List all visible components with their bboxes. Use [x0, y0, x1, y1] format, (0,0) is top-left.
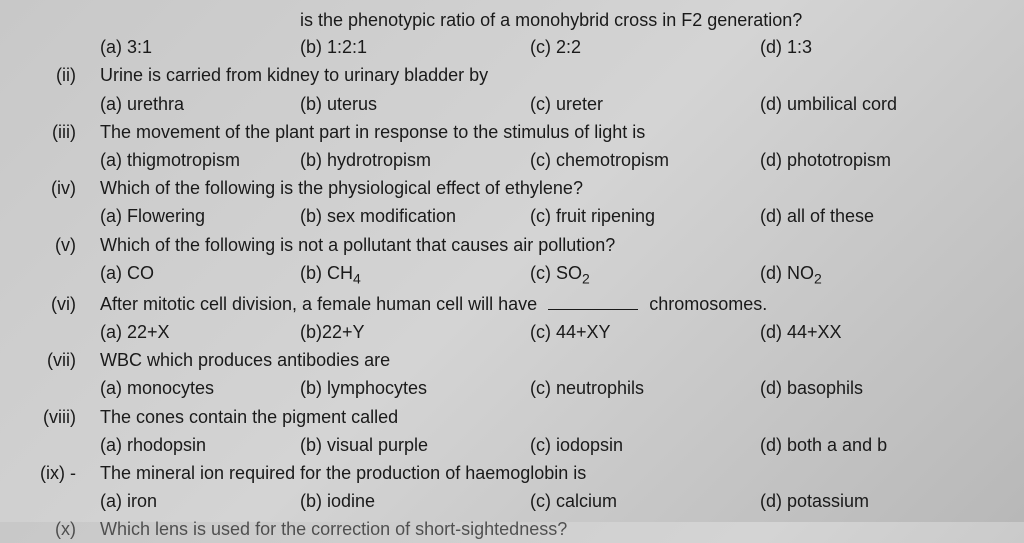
- options-row: (a) rhodopsin (b) visual purple (c) iodo…: [20, 433, 1004, 458]
- question-row: (ix) - The mineral ion required for the …: [20, 461, 1004, 486]
- question-row: (ii) Urine is carried from kidney to uri…: [20, 63, 1004, 88]
- question-row: (vii) WBC which produces antibodies are: [20, 348, 1004, 373]
- question-number: (viii): [20, 405, 100, 430]
- option-d: (d) both a and b: [760, 433, 1004, 458]
- options-row: (a) urethra (b) uterus (c) ureter (d) um…: [20, 92, 1004, 117]
- question-number: (iv): [20, 176, 100, 201]
- option-c: (c) SO2: [530, 261, 760, 289]
- question-number: (vi): [20, 292, 100, 317]
- option-d: (d) 1:3: [760, 35, 1004, 60]
- option-a: (a) CO: [100, 261, 300, 289]
- option-c: (c) 44+XY: [530, 320, 760, 345]
- option-b: (b) sex modification: [300, 204, 530, 229]
- question-text: After mitotic cell division, a female hu…: [100, 292, 1004, 317]
- partial-question-bottom: (x) Which lens is used for the correctio…: [20, 517, 1004, 542]
- option-a: (a) 3:1: [100, 35, 300, 60]
- question-text: Which of the following is not a pollutan…: [100, 233, 1004, 258]
- option-d: (d) potassium: [760, 489, 1004, 514]
- options-row: (a) iron (b) iodine (c) calcium (d) pota…: [20, 489, 1004, 514]
- question-text: The cones contain the pigment called: [100, 405, 1004, 430]
- partial-question-top: is the phenotypic ratio of a monohybrid …: [20, 8, 1004, 33]
- option-a: (a) urethra: [100, 92, 300, 117]
- question-text: WBC which produces antibodies are: [100, 348, 1004, 373]
- option-d: (d) NO2: [760, 261, 1004, 289]
- option-b: (b) uterus: [300, 92, 530, 117]
- option-b: (b) visual purple: [300, 433, 530, 458]
- option-c: (c) ureter: [530, 92, 760, 117]
- question-number: (vii): [20, 348, 100, 373]
- question-number: (x): [20, 517, 100, 542]
- option-a: (a) thigmotropism: [100, 148, 300, 173]
- options-row: (a) 3:1 (b) 1:2:1 (c) 2:2 (d) 1:3: [20, 35, 1004, 60]
- option-a: (a) Flowering: [100, 204, 300, 229]
- option-c: (c) fruit ripening: [530, 204, 760, 229]
- options-row: (a) thigmotropism (b) hydrotropism (c) c…: [20, 148, 1004, 173]
- question-fragment: is the phenotypic ratio of a monohybrid …: [100, 10, 802, 30]
- question-row: (v) Which of the following is not a poll…: [20, 233, 1004, 258]
- option-a: (a) iron: [100, 489, 300, 514]
- question-row: (viii) The cones contain the pigment cal…: [20, 405, 1004, 430]
- options-row: (a) Flowering (b) sex modification (c) f…: [20, 204, 1004, 229]
- option-b: (b) hydrotropism: [300, 148, 530, 173]
- question-text: The movement of the plant part in respon…: [100, 120, 1004, 145]
- option-d: (d) 44+XX: [760, 320, 1004, 345]
- option-d: (d) umbilical cord: [760, 92, 1004, 117]
- option-a: (a) rhodopsin: [100, 433, 300, 458]
- options-row: (a) CO (b) CH4 (c) SO2 (d) NO2: [20, 261, 1004, 289]
- option-c: (c) 2:2: [530, 35, 760, 60]
- option-c: (c) chemotropism: [530, 148, 760, 173]
- question-row: (iii) The movement of the plant part in …: [20, 120, 1004, 145]
- question-text-before: After mitotic cell division, a female hu…: [100, 294, 537, 314]
- question-text-after: chromosomes.: [649, 294, 767, 314]
- question-row: (iv) Which of the following is the physi…: [20, 176, 1004, 201]
- question-text: Which lens is used for the correction of…: [100, 517, 1004, 542]
- option-d: (d) basophils: [760, 376, 1004, 401]
- question-text: The mineral ion required for the product…: [100, 461, 1004, 486]
- options-row: (a) 22+X (b)22+Y (c) 44+XY (d) 44+XX: [20, 320, 1004, 345]
- option-d: (d) all of these: [760, 204, 1004, 229]
- option-d: (d) phototropism: [760, 148, 1004, 173]
- option-b: (b) CH4: [300, 261, 530, 289]
- option-b: (b)22+Y: [300, 320, 530, 345]
- option-c: (c) neutrophils: [530, 376, 760, 401]
- blank-line: [548, 309, 638, 310]
- option-a: (a) 22+X: [100, 320, 300, 345]
- question-text: Which of the following is the physiologi…: [100, 176, 1004, 201]
- option-c: (c) iodopsin: [530, 433, 760, 458]
- question-number: (v): [20, 233, 100, 258]
- option-a: (a) monocytes: [100, 376, 300, 401]
- option-c: (c) calcium: [530, 489, 760, 514]
- question-text: Urine is carried from kidney to urinary …: [100, 63, 1004, 88]
- options-row: (a) monocytes (b) lymphocytes (c) neutro…: [20, 376, 1004, 401]
- question-number: (ii): [20, 63, 100, 88]
- question-row: (vi) After mitotic cell division, a fema…: [20, 292, 1004, 317]
- question-number: (ix) -: [20, 461, 100, 486]
- question-number: (iii): [20, 120, 100, 145]
- option-b: (b) 1:2:1: [300, 35, 530, 60]
- option-b: (b) iodine: [300, 489, 530, 514]
- option-b: (b) lymphocytes: [300, 376, 530, 401]
